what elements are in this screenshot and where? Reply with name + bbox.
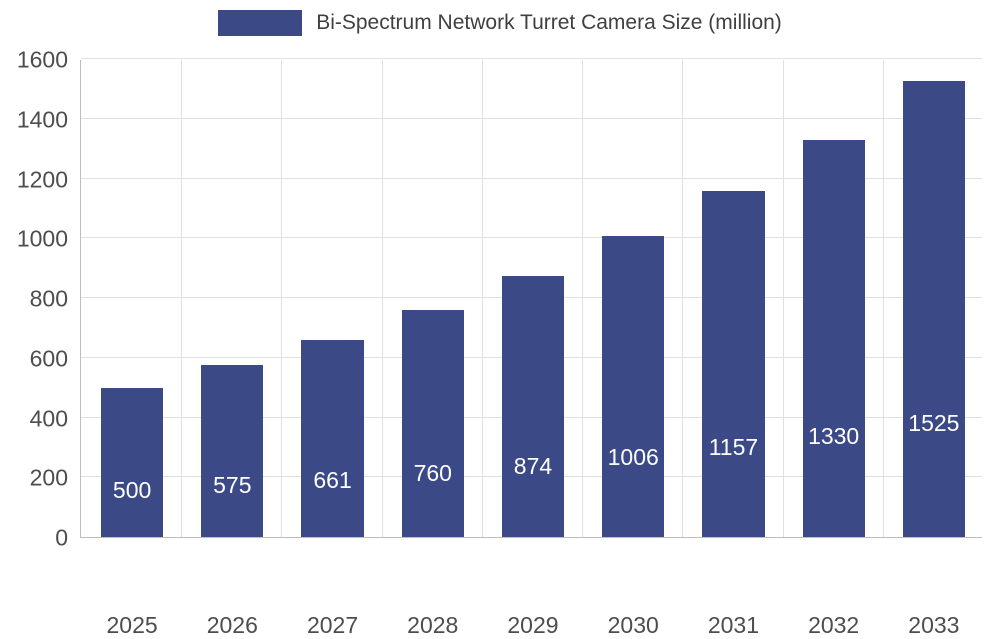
bar-value-label: 874 — [513, 452, 553, 479]
vertical-gridline — [481, 60, 483, 537]
vertical-gridline — [281, 60, 283, 537]
x-tick-label: 2030 — [607, 612, 659, 638]
bar[interactable]: 500 — [101, 387, 164, 537]
vertical-gridline — [582, 60, 584, 537]
vertical-gridline — [381, 60, 383, 537]
x-tick-label: 2026 — [206, 612, 258, 638]
bar[interactable]: 575 — [201, 365, 264, 537]
legend-swatch-series-0 — [218, 10, 303, 36]
bar-value-label: 575 — [213, 472, 252, 499]
bar-value-label: 760 — [413, 460, 452, 487]
y-tick-label: 400 — [29, 405, 68, 431]
x-tick-label: 2032 — [808, 612, 860, 638]
bar[interactable]: 1330 — [802, 139, 865, 537]
bar-group: 1006 2030 — [602, 60, 665, 638]
y-tick-label: 1600 — [16, 46, 68, 73]
bar[interactable]: 1157 — [702, 191, 765, 537]
bar-group: 575 2026 — [201, 60, 264, 638]
gridline — [81, 177, 982, 179]
bar[interactable]: 1525 — [902, 81, 965, 537]
bar-group: 874 2029 — [501, 60, 565, 638]
bar-value-label: 1525 — [908, 409, 960, 436]
bar-group: 1330 2032 — [802, 60, 865, 638]
x-tick-label: 2025 — [106, 612, 158, 638]
gridline — [81, 117, 982, 119]
bar-group: 1157 2031 — [702, 60, 765, 638]
bar-chart: Bi-Spectrum Network Turret Camera Size (… — [0, 10, 1000, 638]
legend-label-series-0: Bi-Spectrum Network Turret Camera Size (… — [316, 11, 782, 34]
y-tick-label: 1200 — [16, 166, 68, 192]
y-tick-label: 0 — [55, 524, 68, 551]
bar[interactable]: 760 — [401, 309, 464, 537]
vertical-gridline — [181, 60, 183, 537]
plot-area: 500 2025 575 2026 661 2027 760 2028 874 2029 1006 2… — [80, 58, 982, 638]
bar-value-label: 661 — [313, 466, 352, 493]
bar[interactable]: 874 — [501, 275, 565, 537]
bar-group: 760 2028 — [401, 60, 464, 638]
bar-group: 500 2025 — [101, 60, 164, 638]
gridline — [81, 58, 982, 59]
y-tick-label: 800 — [29, 285, 68, 312]
y-tick-label: 1400 — [16, 106, 68, 133]
y-tick-label: 200 — [29, 464, 68, 491]
gridline — [81, 237, 982, 239]
bar-value-label: 500 — [112, 477, 152, 504]
bar-value-label: 1157 — [708, 433, 759, 460]
vertical-gridline — [682, 60, 684, 537]
x-tick-label: 2031 — [707, 612, 760, 638]
bar-group: 1525 2033 — [902, 60, 965, 638]
vertical-gridline — [782, 60, 784, 537]
y-tick-label: 1000 — [16, 225, 68, 252]
x-tick-label: 2028 — [407, 612, 459, 638]
bar[interactable]: 661 — [301, 339, 364, 537]
bar[interactable]: 1006 — [602, 236, 665, 537]
x-tick-label: 2029 — [507, 612, 559, 638]
bar-value-label: 1330 — [808, 422, 860, 449]
y-tick-label: 600 — [29, 345, 68, 372]
vertical-gridline — [882, 60, 884, 537]
chart-legend: Bi-Spectrum Network Turret Camera Size (… — [0, 10, 1000, 36]
bar-group: 661 2027 — [301, 60, 364, 638]
x-tick-label: 2033 — [908, 612, 960, 638]
bar-series: 500 2025 575 2026 661 2027 760 2028 874 2029 1006 2… — [82, 60, 982, 638]
bar-value-label: 1006 — [607, 443, 659, 470]
x-tick-label: 2027 — [306, 612, 359, 638]
